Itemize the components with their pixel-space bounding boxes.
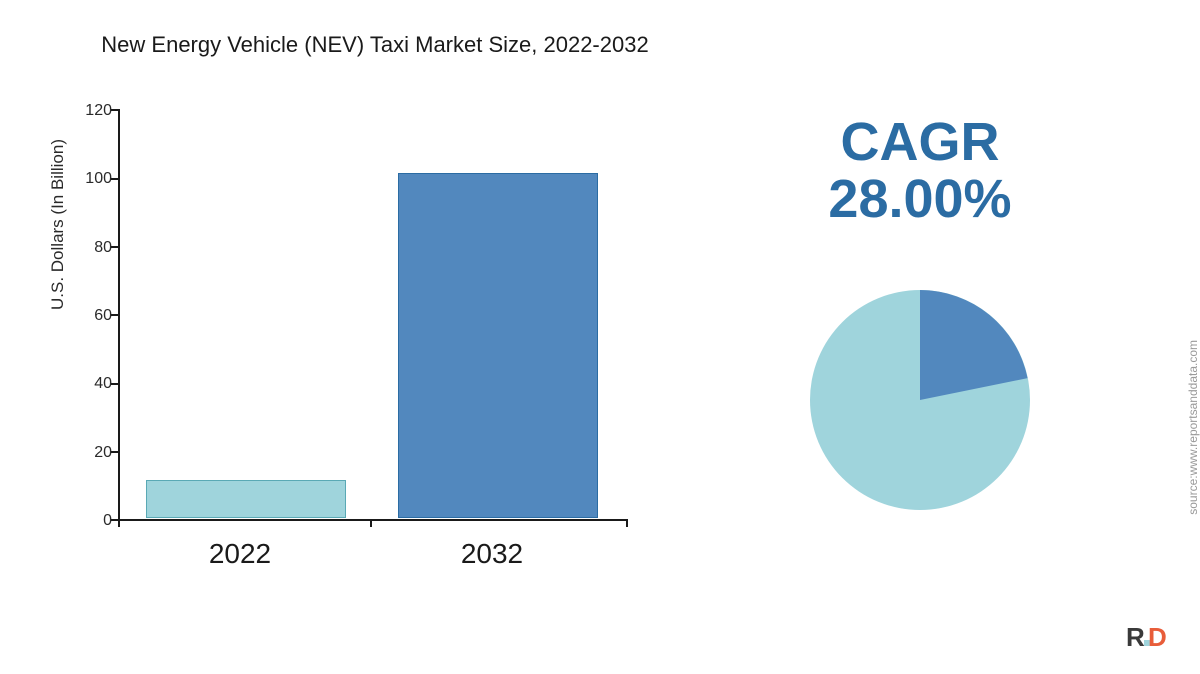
cagr-block: CAGR 28.00% [760, 114, 1080, 227]
chart-title: New Energy Vehicle (NEV) Taxi Market Siz… [0, 32, 750, 58]
y-tick-6: 120 [72, 102, 112, 120]
x-tickmark [370, 519, 372, 527]
bar-chart-plot [118, 108, 628, 518]
svg-text:D: D [1148, 622, 1167, 652]
y-axis-label: U.S. Dollars (In Billion) [48, 139, 68, 310]
y-tick-1: 20 [72, 444, 112, 462]
x-axis-line [118, 519, 628, 521]
cagr-value-text: 28.00% [760, 171, 1080, 228]
y-tick-2: 40 [72, 375, 112, 393]
y-tick-4: 80 [72, 239, 112, 257]
source-attribution: source:www.reportsanddata.com [1186, 340, 1200, 515]
brand-logo: R D [1126, 622, 1170, 652]
bar-2032 [398, 173, 598, 518]
bar-2022 [146, 480, 346, 518]
x-tickmark [626, 519, 628, 527]
x-label-0: 2022 [180, 538, 300, 570]
y-tick-0: 0 [72, 512, 112, 530]
x-label-1: 2032 [432, 538, 552, 570]
pie-chart [800, 280, 1040, 525]
y-tick-3: 60 [72, 307, 112, 325]
x-tickmark [118, 519, 120, 527]
cagr-label-text: CAGR [760, 114, 1080, 171]
y-tick-5: 100 [72, 170, 112, 188]
svg-text:R: R [1126, 622, 1145, 652]
